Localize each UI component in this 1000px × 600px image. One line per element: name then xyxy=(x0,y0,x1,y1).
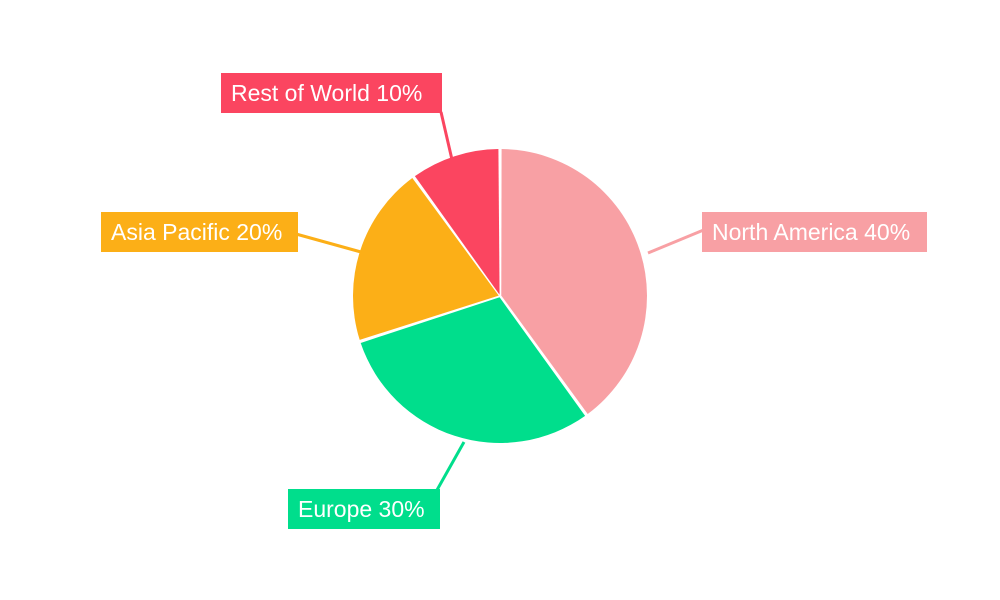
pie-slice-rest-of-world[interactable] xyxy=(414,149,500,295)
pie-label-europe[interactable]: Europe 30% xyxy=(288,489,440,529)
pie-slice-north-america[interactable] xyxy=(501,149,647,414)
pie-label-text: Europe 30% xyxy=(298,495,425,522)
leader-line xyxy=(647,227,707,255)
pie-slice-asia-pacific[interactable] xyxy=(352,178,499,340)
pie-label-text: North America 40% xyxy=(712,218,911,245)
pie-label-rest-of-world[interactable]: Rest of World 10% xyxy=(221,73,442,113)
pie-label-text: Rest of World 10% xyxy=(231,79,423,106)
pie-slice-europe[interactable] xyxy=(360,297,586,443)
leader-line xyxy=(295,232,362,254)
pie-slices-group xyxy=(352,149,647,443)
pie-label-text: Asia Pacific 20% xyxy=(111,218,283,245)
pie-label-asia-pacific[interactable]: Asia Pacific 20% xyxy=(101,212,298,252)
pie-label-north-america[interactable]: North America 40% xyxy=(702,212,927,252)
leader-line xyxy=(435,441,466,491)
